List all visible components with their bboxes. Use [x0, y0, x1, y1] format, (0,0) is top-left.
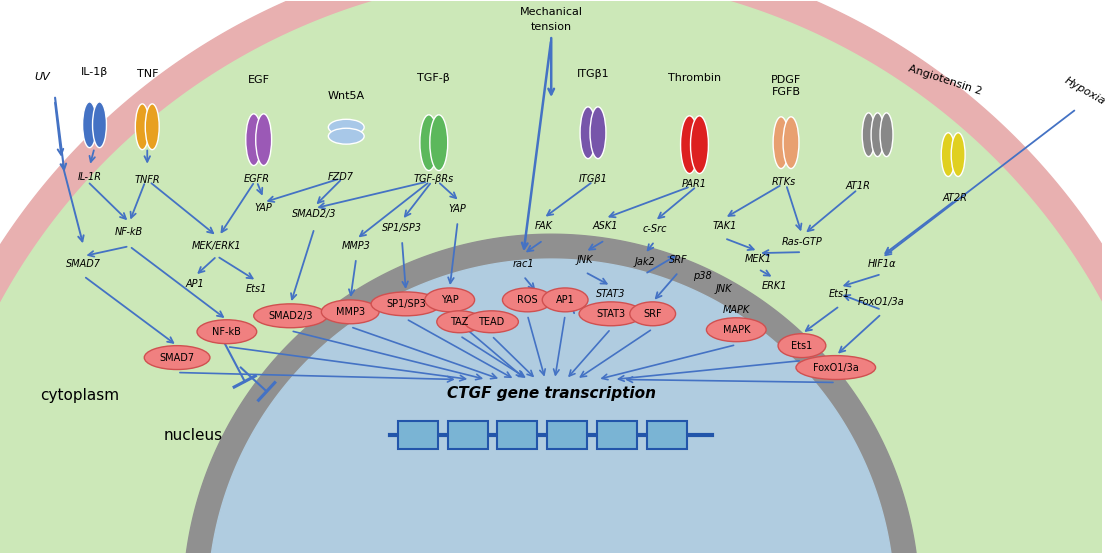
Text: NF-kB: NF-kB [115, 227, 143, 237]
Ellipse shape [145, 104, 160, 150]
Ellipse shape [773, 117, 789, 168]
Text: JNK: JNK [716, 284, 732, 294]
Text: EGFR: EGFR [244, 175, 269, 184]
Text: RTKs: RTKs [772, 177, 797, 187]
Ellipse shape [941, 133, 955, 177]
Ellipse shape [690, 116, 708, 173]
Ellipse shape [321, 300, 379, 324]
Text: SMAD2/3: SMAD2/3 [293, 209, 337, 219]
Text: TAZ: TAZ [451, 317, 469, 327]
Ellipse shape [371, 292, 441, 316]
Text: TGF-βRs: TGF-βRs [413, 175, 454, 184]
Ellipse shape [424, 288, 474, 312]
Text: FoxO1/3a: FoxO1/3a [859, 297, 905, 307]
Text: SMAD7: SMAD7 [160, 352, 195, 362]
Text: FGFB: FGFB [771, 87, 800, 97]
Ellipse shape [778, 334, 825, 357]
Ellipse shape [951, 133, 965, 177]
Ellipse shape [591, 107, 606, 158]
Text: HIF1α: HIF1α [868, 259, 895, 269]
Text: MAPK: MAPK [722, 325, 750, 335]
Text: rac1: rac1 [513, 259, 534, 269]
Text: YAP: YAP [441, 295, 459, 305]
Ellipse shape [629, 302, 676, 326]
Ellipse shape [796, 356, 875, 379]
Polygon shape [208, 259, 894, 554]
Ellipse shape [862, 113, 875, 157]
Text: MMP3: MMP3 [336, 307, 365, 317]
Text: AP1: AP1 [566, 299, 584, 309]
Ellipse shape [430, 115, 448, 171]
Ellipse shape [542, 288, 588, 312]
Text: TEAD: TEAD [479, 317, 504, 327]
Text: Wnt5A: Wnt5A [328, 91, 365, 101]
Text: p38: p38 [694, 271, 711, 281]
Ellipse shape [464, 311, 519, 333]
Text: TGF-β: TGF-β [418, 73, 450, 83]
Text: SP1/SP3: SP1/SP3 [382, 223, 422, 233]
Ellipse shape [135, 104, 150, 150]
Text: AP1: AP1 [186, 279, 204, 289]
Ellipse shape [502, 288, 552, 312]
Text: nucleus: nucleus [163, 428, 223, 443]
Text: STAT3: STAT3 [596, 309, 626, 319]
Text: UV: UV [34, 72, 50, 82]
Text: JNK: JNK [577, 255, 593, 265]
Ellipse shape [437, 311, 483, 333]
Text: YAP: YAP [449, 204, 466, 214]
Text: FoxO1/3a: FoxO1/3a [813, 362, 859, 372]
Text: SRF: SRF [644, 309, 661, 319]
Text: MMP3: MMP3 [341, 241, 371, 251]
Text: NF-kB: NF-kB [213, 327, 242, 337]
FancyBboxPatch shape [597, 421, 637, 449]
Text: YAP: YAP [255, 203, 273, 213]
Text: ERK1: ERK1 [761, 281, 787, 291]
Ellipse shape [144, 346, 209, 370]
Ellipse shape [579, 302, 643, 326]
Text: SP1/SP3: SP1/SP3 [386, 299, 425, 309]
Text: SMAD2/3: SMAD2/3 [268, 311, 312, 321]
FancyBboxPatch shape [547, 421, 587, 449]
Text: Thrombin: Thrombin [668, 73, 721, 83]
Ellipse shape [83, 102, 96, 148]
Text: SRF: SRF [669, 255, 688, 265]
Text: IL-1β: IL-1β [81, 67, 109, 77]
Text: Angiotensin 2: Angiotensin 2 [907, 64, 983, 97]
Text: Ets1: Ets1 [246, 284, 267, 294]
Text: PDGF: PDGF [771, 75, 801, 85]
Text: EGF: EGF [248, 75, 269, 85]
Text: Jak2: Jak2 [635, 257, 655, 267]
Text: CTGF gene transcription: CTGF gene transcription [447, 386, 656, 401]
Ellipse shape [420, 115, 438, 171]
FancyBboxPatch shape [647, 421, 687, 449]
Text: ITGβ1: ITGβ1 [578, 175, 607, 184]
Ellipse shape [197, 320, 257, 343]
Text: IL-1R: IL-1R [78, 172, 102, 182]
Text: ROS: ROS [517, 295, 537, 305]
Text: FZD7: FZD7 [327, 172, 353, 182]
Text: Hypoxia: Hypoxia [1063, 75, 1107, 107]
Text: cytoplasm: cytoplasm [40, 388, 119, 403]
Text: MEK/ERK1: MEK/ERK1 [192, 241, 242, 251]
Ellipse shape [880, 113, 893, 157]
Text: SMAD7: SMAD7 [66, 259, 101, 269]
Text: ITGβ1: ITGβ1 [576, 69, 609, 79]
Text: Ets1: Ets1 [829, 289, 851, 299]
Text: Ras-GTP: Ras-GTP [781, 237, 822, 247]
Ellipse shape [680, 116, 698, 173]
Ellipse shape [254, 304, 327, 328]
Ellipse shape [871, 113, 884, 157]
Text: FAK: FAK [534, 221, 552, 231]
Text: MEK1: MEK1 [745, 254, 772, 264]
Text: TNF: TNF [136, 69, 158, 79]
Text: TNFR: TNFR [134, 176, 160, 186]
Text: AT1R: AT1R [845, 182, 870, 192]
Text: PAR1: PAR1 [683, 179, 707, 189]
Text: AP1: AP1 [556, 295, 575, 305]
FancyBboxPatch shape [398, 421, 438, 449]
Ellipse shape [328, 129, 365, 144]
FancyBboxPatch shape [497, 421, 537, 449]
Text: ASK1: ASK1 [592, 221, 617, 231]
Text: MAPK: MAPK [722, 305, 750, 315]
